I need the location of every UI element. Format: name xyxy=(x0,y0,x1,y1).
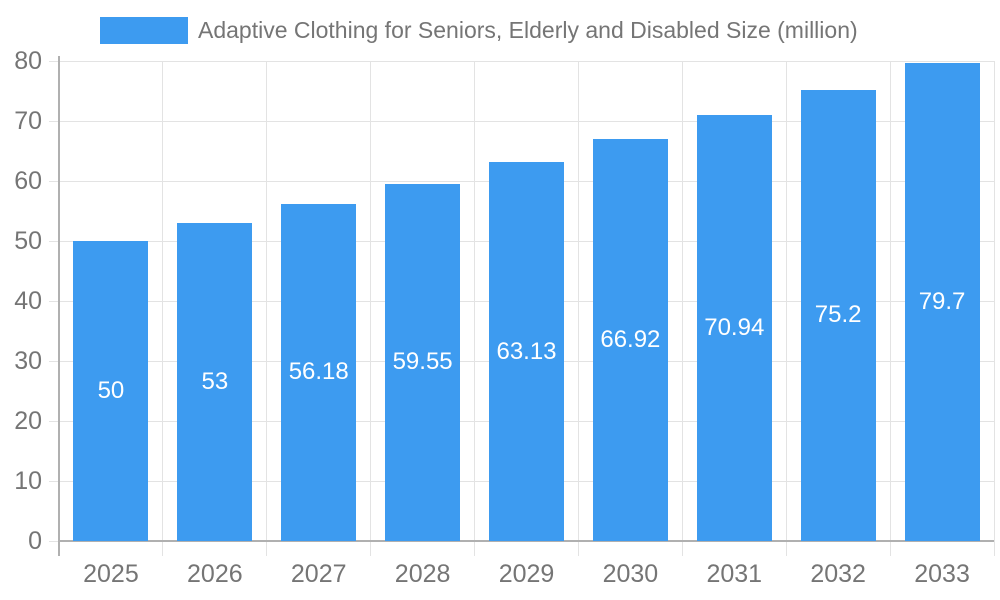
y-axis-label: 40 xyxy=(14,287,42,315)
x-axis-line xyxy=(58,540,994,542)
x-gridline xyxy=(370,61,372,556)
y-axis-label: 20 xyxy=(14,407,42,435)
y-gridline xyxy=(49,120,994,122)
bar-2030[interactable] xyxy=(592,139,668,541)
legend-label: Adaptive Clothing for Seniors, Elderly a… xyxy=(198,17,858,43)
bar-value-label: 66.92 xyxy=(600,326,661,354)
bar-2033[interactable] xyxy=(904,62,980,541)
bar-2031[interactable] xyxy=(696,115,772,541)
x-gridline xyxy=(681,61,683,556)
bar-2025[interactable] xyxy=(73,241,149,541)
bar-value-label: 79.7 xyxy=(918,287,966,315)
x-axis-label: 2032 xyxy=(810,560,866,588)
x-axis-label: 2025 xyxy=(83,560,139,588)
x-gridline xyxy=(162,61,164,556)
y-axis-label: 80 xyxy=(14,47,42,75)
x-axis-label: 2031 xyxy=(706,560,763,588)
y-axis-label: 30 xyxy=(14,347,42,375)
chart-legend[interactable]: Adaptive Clothing for Seniors, Elderly a… xyxy=(100,16,858,44)
bar-2027[interactable] xyxy=(281,203,357,541)
x-gridline xyxy=(577,61,579,556)
bar-value-label: 70.94 xyxy=(704,314,765,342)
bar-2026[interactable] xyxy=(177,223,253,541)
x-axis-label: 2030 xyxy=(602,560,659,588)
bar-value-label: 59.55 xyxy=(392,348,453,376)
y-axis-label: 50 xyxy=(14,227,42,255)
bar-2029[interactable] xyxy=(489,162,564,541)
bar-2032[interactable] xyxy=(800,89,876,541)
y-axis-label: 60 xyxy=(14,167,42,195)
x-axis-label: 2026 xyxy=(187,560,243,588)
x-axis-label: 2027 xyxy=(290,560,347,588)
x-axis-label: 2028 xyxy=(394,560,451,588)
bar-value-label: 56.18 xyxy=(288,358,349,386)
bar-value-label: 63.13 xyxy=(496,337,557,365)
y-axis-label: 70 xyxy=(14,107,42,135)
bar-value-label: 50 xyxy=(97,377,125,404)
x-gridline xyxy=(474,61,476,556)
bar-value-label: 75.2 xyxy=(814,301,862,329)
y-gridline xyxy=(49,60,994,62)
y-axis-label: 10 xyxy=(14,467,42,495)
bar-2028[interactable] xyxy=(385,183,461,541)
x-gridline xyxy=(266,61,268,556)
y-axis-line xyxy=(57,56,60,556)
y-axis-label: 0 xyxy=(28,527,42,555)
x-gridline xyxy=(785,61,787,556)
x-gridline xyxy=(889,61,891,556)
x-gridline xyxy=(993,61,995,556)
bar-value-label: 53 xyxy=(201,368,229,395)
x-axis-label: 2029 xyxy=(498,560,555,588)
legend-swatch xyxy=(100,16,188,44)
x-axis-label: 2033 xyxy=(914,560,970,588)
